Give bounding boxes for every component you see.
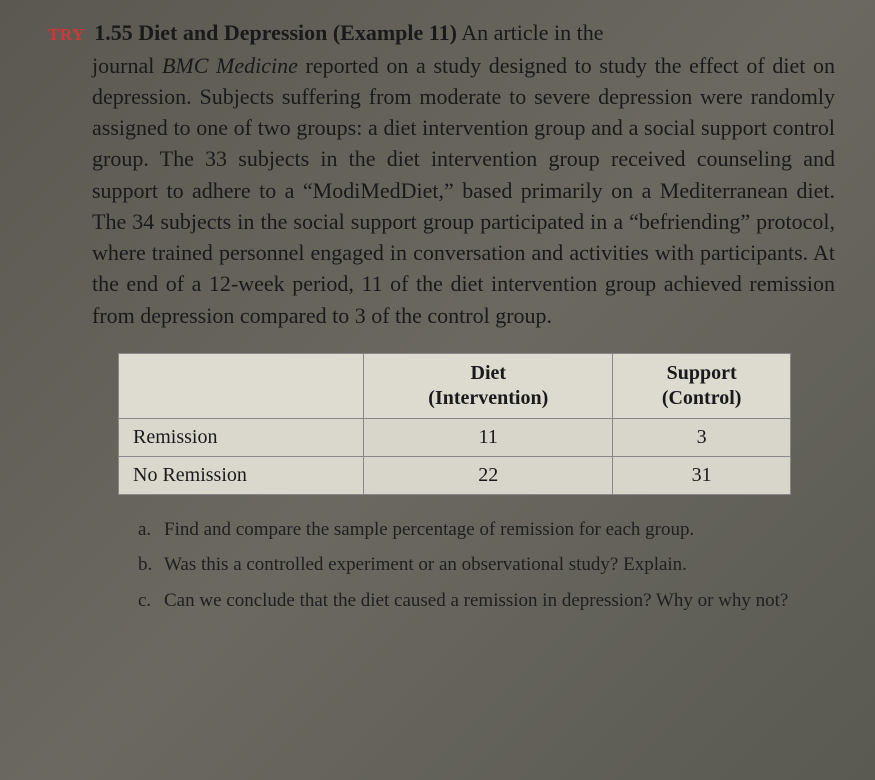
question-text: Find and compare the sample percentage o… <box>164 515 795 544</box>
question-label: a. <box>138 515 164 544</box>
row-label-remission: Remission <box>119 418 364 456</box>
problem-header: TRY 1.55 Diet and Depression (Example 11… <box>48 18 835 48</box>
problem-title: Diet and Depression (Example 11) <box>138 20 457 45</box>
question-text: Was this a controlled experiment or an o… <box>164 550 795 579</box>
journal-name: BMC Medicine <box>162 53 298 78</box>
table-row: Remission 11 3 <box>119 418 791 456</box>
cell-support-noremission: 31 <box>613 456 791 494</box>
problem-number: 1.55 <box>94 20 133 45</box>
problem-body: journal BMC Medicine reported on a study… <box>92 50 835 331</box>
body-main: reported on a study designed to study th… <box>92 53 835 328</box>
cell-diet-remission: 11 <box>364 418 613 456</box>
question-c: c. Can we conclude that the diet caused … <box>138 586 795 615</box>
textbook-page: TRY 1.55 Diet and Depression (Example 11… <box>0 0 875 641</box>
question-text: Can we conclude that the diet caused a r… <box>164 586 795 615</box>
row-label-noremission: No Remission <box>119 456 364 494</box>
journal-prefix: journal <box>92 53 162 78</box>
table-row: No Remission 22 31 <box>119 456 791 494</box>
col-header-diet: Diet (Intervention) <box>364 353 613 418</box>
question-list: a. Find and compare the sample percentag… <box>138 515 795 615</box>
try-label: TRY <box>48 25 85 44</box>
question-b: b. Was this a controlled experiment or a… <box>138 550 795 579</box>
question-label: b. <box>138 550 164 579</box>
cell-diet-noremission: 22 <box>364 456 613 494</box>
remission-table: Diet (Intervention) Support (Control) Re… <box>118 353 791 495</box>
question-label: c. <box>138 586 164 615</box>
col-header-support: Support (Control) <box>613 353 791 418</box>
data-table-wrap: Diet (Intervention) Support (Control) Re… <box>118 353 791 495</box>
question-a: a. Find and compare the sample percentag… <box>138 515 795 544</box>
cell-support-remission: 3 <box>613 418 791 456</box>
table-corner <box>119 353 364 418</box>
lead-in-text: An article in the <box>461 20 603 45</box>
